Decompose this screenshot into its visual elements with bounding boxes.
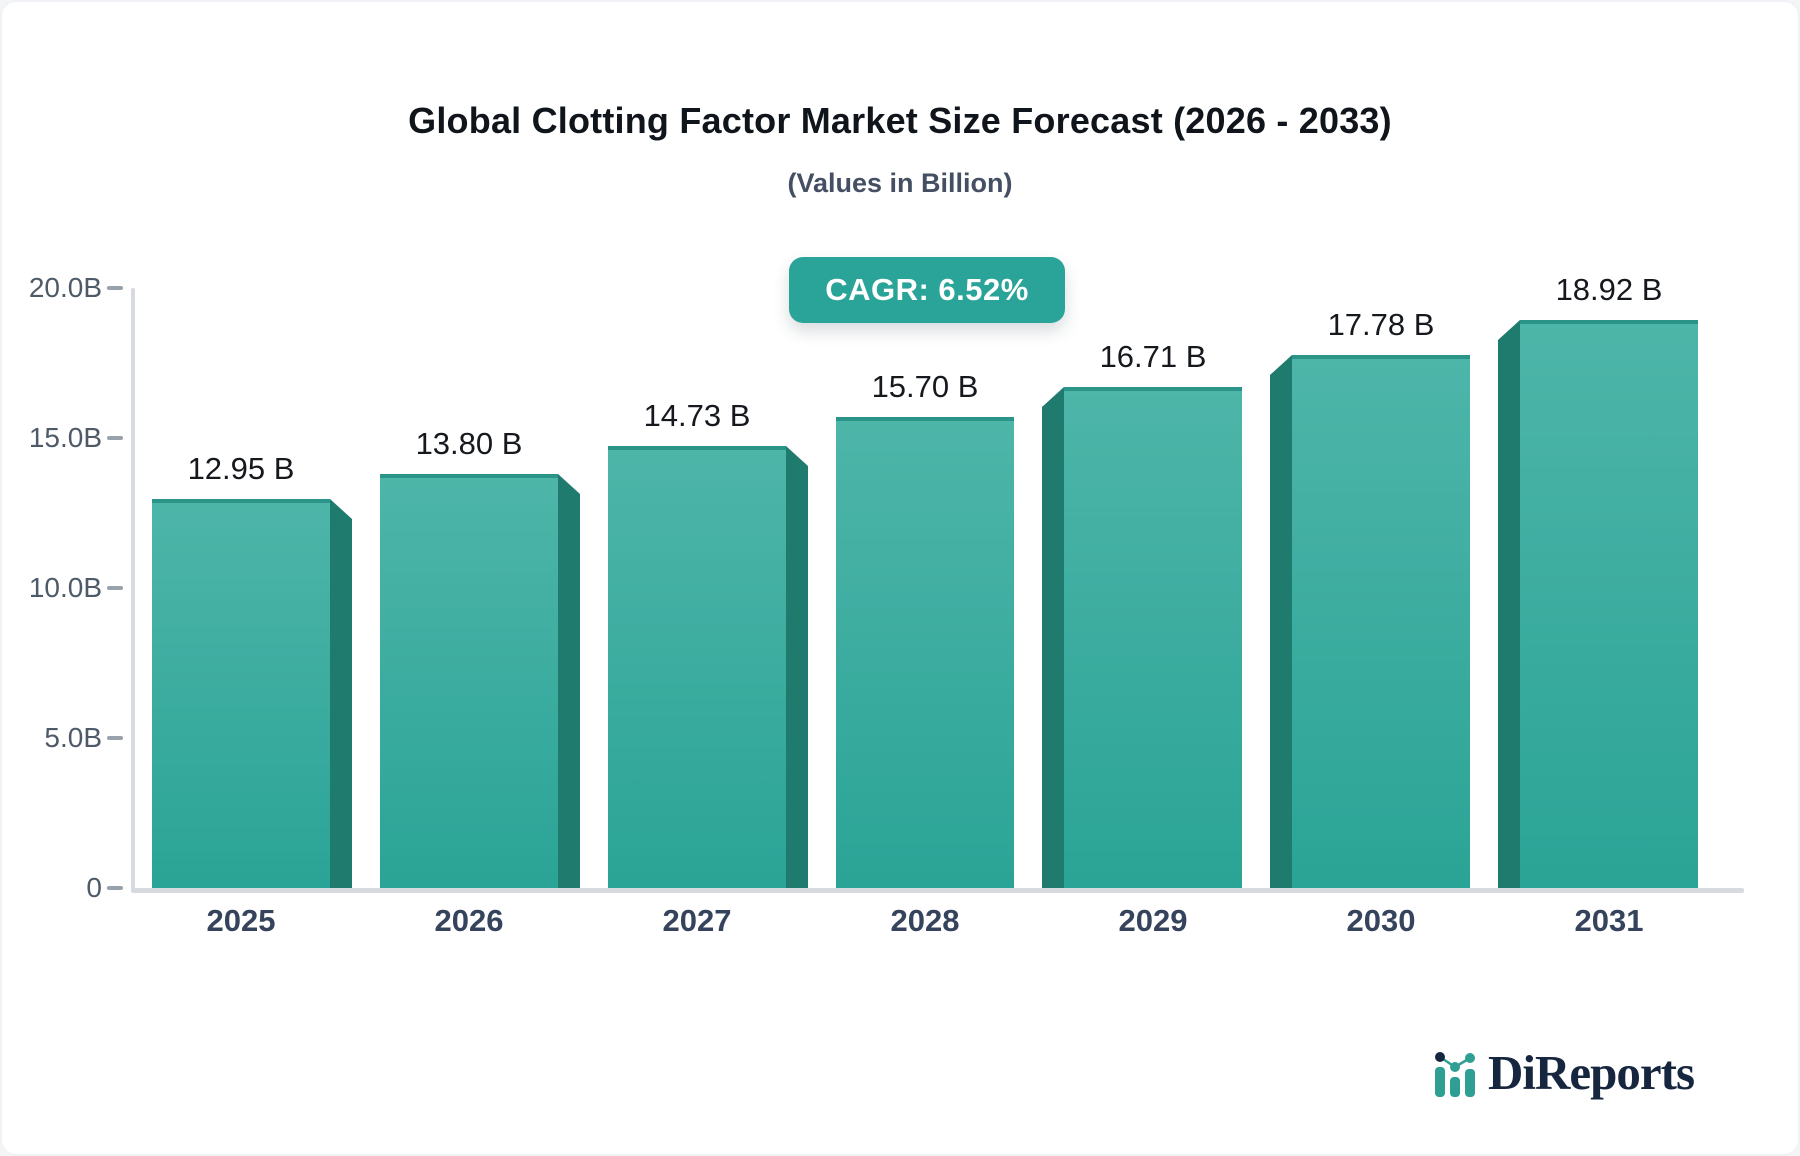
y-axis-tick-label: 0 [86,872,102,903]
bar-3d-side-2026 [558,474,580,888]
bar-top-edge [608,446,786,450]
bar-2028 [836,417,1014,888]
x-axis-tick-label: 2028 [890,903,960,938]
bar-2025 [152,499,330,888]
bar-value-label: 16.71 B [1099,339,1207,374]
bar-value-label: 18.92 B [1555,272,1663,307]
x-axis-tick-label: 2030 [1346,903,1416,938]
y-axis-line [131,288,135,892]
brand-logo: DiReports [1432,1042,1695,1102]
bar-3d-side-2025 [330,499,352,888]
bar-value-label: 17.78 B [1327,307,1435,342]
bar-value-label: 14.73 B [643,398,751,433]
bar-2026 [380,474,558,888]
bar-3d-side-2029 [1042,387,1064,888]
y-axis-tick-label: 15.0B [28,422,102,453]
bar-3d-side-2031 [1498,320,1520,888]
y-axis-tick-mark [107,586,123,590]
x-axis-tick-label: 2027 [662,903,732,938]
cagr-badge-label: CAGR: 6.52% [825,272,1029,307]
y-axis-tick-mark [107,436,123,440]
bar-top-edge [1064,387,1242,391]
bar-2029 [1064,387,1242,888]
chart-title: Global Clotting Factor Market Size Forec… [408,100,1392,141]
y-axis-tick-label: 20.0B [28,272,102,303]
y-axis-tick-mark [107,286,123,290]
bar-value-label: 15.70 B [871,369,979,404]
bar-top-edge [380,474,558,478]
chart-subtitle: (Values in Billion) [787,168,1013,198]
y-axis-tick-mark [107,886,123,890]
bar-top-edge [152,499,330,503]
bar-value-label: 13.80 B [415,426,523,461]
cagr-badge: CAGR: 6.52% [789,257,1065,323]
y-axis-tick-label: 5.0B [44,722,102,753]
bar-top-edge [836,417,1014,421]
y-axis-tick-mark [107,736,123,740]
bar-2031 [1520,320,1698,888]
bar-2030 [1292,355,1470,888]
logo-bar-chart-icon [1432,1047,1478,1097]
x-axis-tick-label: 2026 [434,903,504,938]
x-axis-tick-label: 2031 [1574,903,1644,938]
y-axis-tick-label: 10.0B [28,572,102,603]
bar-top-edge [1292,355,1470,359]
x-axis-tick-label: 2029 [1118,903,1188,938]
logo-text: DiReports [1488,1044,1695,1100]
bar-3d-side-2027 [786,446,808,888]
x-axis-line [131,888,1744,893]
bar-2027 [608,446,786,888]
bar-3d-side-2030 [1270,355,1292,888]
x-axis-tick-label: 2025 [206,903,276,938]
bar-top-edge [1520,320,1698,324]
bar-value-label: 12.95 B [187,451,295,486]
